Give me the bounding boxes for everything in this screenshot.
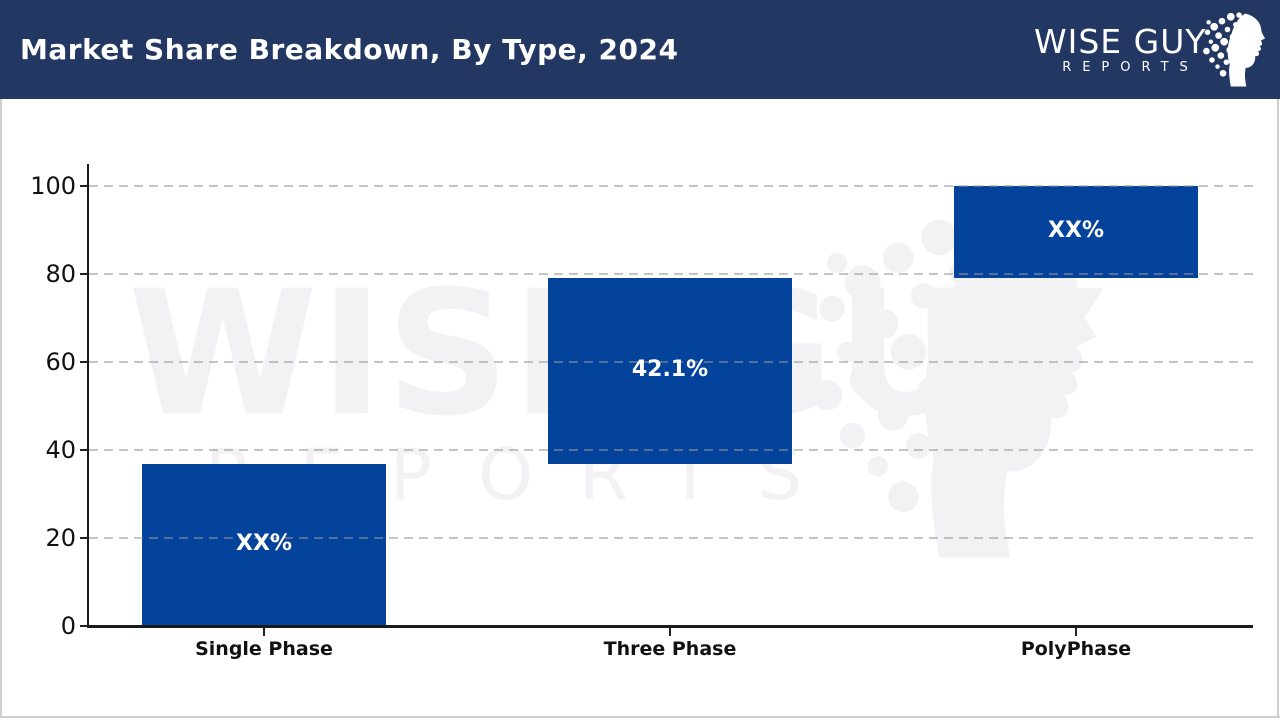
wise-guy-reports-logo: WISE GUY REPORTS bbox=[1034, 6, 1274, 94]
gridline-80 bbox=[89, 273, 1256, 275]
y-tick-label-100: 100 bbox=[30, 172, 76, 200]
y-axis-line bbox=[87, 164, 89, 628]
chart-title: Market Share Breakdown, By Type, 2024 bbox=[20, 33, 679, 66]
logo-wordmark: WISE GUY bbox=[1034, 22, 1207, 61]
right-border-line bbox=[1277, 99, 1279, 716]
y-tick-mark-60 bbox=[80, 361, 88, 363]
bottom-border-line bbox=[0, 716, 1280, 718]
gridline-60 bbox=[89, 361, 1256, 363]
y-tick-label-0: 0 bbox=[60, 612, 76, 640]
y-tick-label-40: 40 bbox=[45, 436, 76, 464]
bar-value-label-polyphase: XX% bbox=[1048, 218, 1104, 244]
x-category-label-three-phase: Three Phase bbox=[603, 638, 737, 660]
gridline-100 bbox=[89, 185, 1256, 187]
dotted-face-logo-icon bbox=[1202, 8, 1274, 92]
y-tick-mark-0 bbox=[80, 625, 88, 627]
y-tick-label-80: 80 bbox=[45, 260, 76, 288]
x-axis-line bbox=[87, 625, 1253, 628]
x-tick-mark-polyphase bbox=[1075, 628, 1077, 636]
y-tick-mark-20 bbox=[80, 537, 88, 539]
x-tick-mark-single-phase bbox=[263, 628, 265, 636]
x-tick-mark-three-phase bbox=[669, 628, 671, 636]
gridline-40 bbox=[89, 449, 1256, 451]
bar-value-label-single-phase: XX% bbox=[236, 530, 292, 556]
header-bar: Market Share Breakdown, By Type, 2024 WI… bbox=[0, 0, 1280, 99]
bar-value-label-three-phase: 42.1% bbox=[631, 357, 709, 383]
y-tick-label-60: 60 bbox=[45, 348, 76, 376]
x-category-label-single-phase: Single Phase bbox=[195, 638, 333, 660]
y-tick-label-20: 20 bbox=[45, 524, 76, 552]
y-tick-mark-80 bbox=[80, 273, 88, 275]
x-category-label-polyphase: PolyPhase bbox=[1020, 638, 1132, 660]
y-tick-mark-40 bbox=[80, 449, 88, 451]
gridline-20 bbox=[89, 537, 1256, 539]
bar-three-phase bbox=[548, 278, 792, 464]
left-border-line bbox=[0, 99, 2, 716]
y-tick-mark-100 bbox=[80, 185, 88, 187]
logo-reports-text: REPORTS bbox=[1062, 60, 1199, 75]
bar-single-phase bbox=[142, 463, 386, 626]
